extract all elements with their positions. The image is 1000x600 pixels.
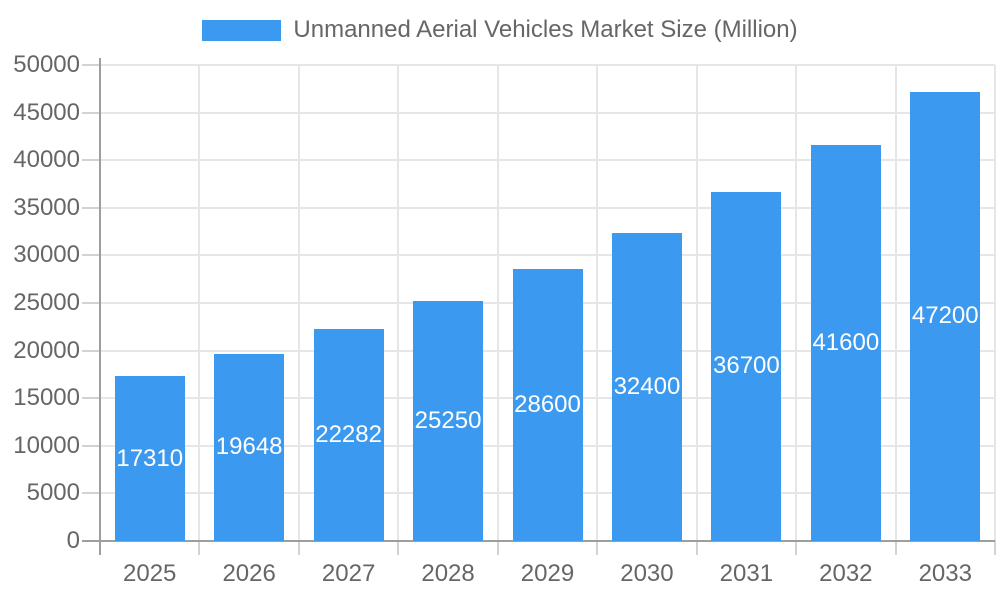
x-gridline	[795, 65, 798, 541]
y-gridline	[100, 206, 995, 209]
x-tick	[198, 540, 201, 555]
x-gridline	[297, 65, 300, 541]
bar-value-label: 28600	[514, 390, 581, 418]
y-tick	[82, 492, 100, 495]
x-axis-tick-label: 2028	[421, 560, 475, 587]
bar-value-label: 47200	[911, 302, 979, 330]
x-gridline	[596, 65, 599, 541]
y-axis-tick-label: 40000	[13, 146, 80, 174]
bar-value-label: 41600	[812, 328, 880, 356]
y-tick	[82, 397, 100, 400]
bar[interactable]	[413, 300, 484, 541]
x-tick	[596, 540, 599, 555]
bar[interactable]	[711, 191, 782, 541]
bar-value-label: 25250	[414, 406, 482, 434]
x-axis-tick-label: 2030	[620, 560, 674, 587]
bar[interactable]	[611, 232, 682, 541]
y-tick	[82, 444, 100, 447]
y-axis-tick-label: 5000	[26, 479, 80, 507]
bar[interactable]	[512, 268, 583, 541]
x-tick	[795, 540, 798, 555]
y-tick	[82, 349, 100, 352]
bar-value-label: 32400	[613, 372, 681, 400]
y-tick	[82, 159, 100, 162]
y-gridline	[100, 159, 995, 162]
bar-value-label: 22282	[315, 420, 382, 448]
x-axis-tick-label: 2029	[520, 560, 575, 587]
y-axis-tick-label: 15000	[13, 384, 80, 412]
y-tick	[82, 302, 100, 304]
x-gridline	[994, 65, 996, 541]
x-gridline	[695, 65, 698, 541]
y-gridline	[100, 111, 995, 114]
y-tick	[82, 206, 100, 209]
legend-label: Unmanned Aerial Vehicles Market Size (Mi…	[293, 16, 798, 43]
x-tick	[297, 540, 300, 555]
y-tick	[82, 64, 100, 66]
y-tick	[82, 111, 100, 114]
x-axis-tick-label: 2032	[819, 560, 873, 587]
x-tick	[496, 540, 499, 555]
y-axis-tick-label: 45000	[13, 98, 80, 126]
x-axis-tick-label: 2031	[719, 560, 774, 587]
x-tick	[894, 540, 897, 555]
bar[interactable]	[810, 144, 881, 541]
y-axis-tick-label: 25000	[13, 289, 80, 316]
x-axis-tick-label: 2027	[321, 560, 376, 587]
x-gridline	[198, 65, 201, 541]
y-axis-tick-label: 30000	[13, 241, 80, 269]
bar[interactable]	[910, 91, 981, 541]
x-axis-tick-label: 2026	[222, 560, 276, 587]
y-axis-tick-label: 50000	[13, 51, 80, 78]
bar-value-label: 17310	[116, 444, 184, 472]
y-axis-tick-label: 0	[66, 527, 80, 554]
x-axis-tick-label: 2033	[918, 560, 972, 587]
y-axis-tick-label: 20000	[13, 336, 80, 364]
y-axis-tick-label: 10000	[13, 431, 80, 459]
x-tick	[994, 540, 996, 555]
x-tick	[397, 540, 400, 555]
y-tick	[82, 254, 100, 257]
x-gridline	[496, 65, 499, 541]
bar-value-label: 19648	[215, 433, 283, 461]
x-axis-tick-label: 2025	[123, 560, 177, 587]
bar[interactable]	[313, 328, 384, 541]
x-gridline	[894, 65, 897, 541]
x-gridline	[397, 65, 400, 541]
y-gridline	[100, 64, 995, 66]
bar[interactable]	[114, 376, 185, 541]
legend-swatch	[202, 19, 282, 41]
legend[interactable]: Unmanned Aerial Vehicles Market Size (Mi…	[0, 15, 1000, 45]
y-axis-tick-label: 35000	[13, 193, 80, 221]
x-tick	[695, 540, 698, 555]
x-axis-line	[82, 540, 995, 542]
bar[interactable]	[214, 353, 285, 541]
bar-value-label: 36700	[713, 352, 780, 380]
y-axis-line	[99, 58, 101, 555]
y-gridline	[100, 254, 995, 257]
